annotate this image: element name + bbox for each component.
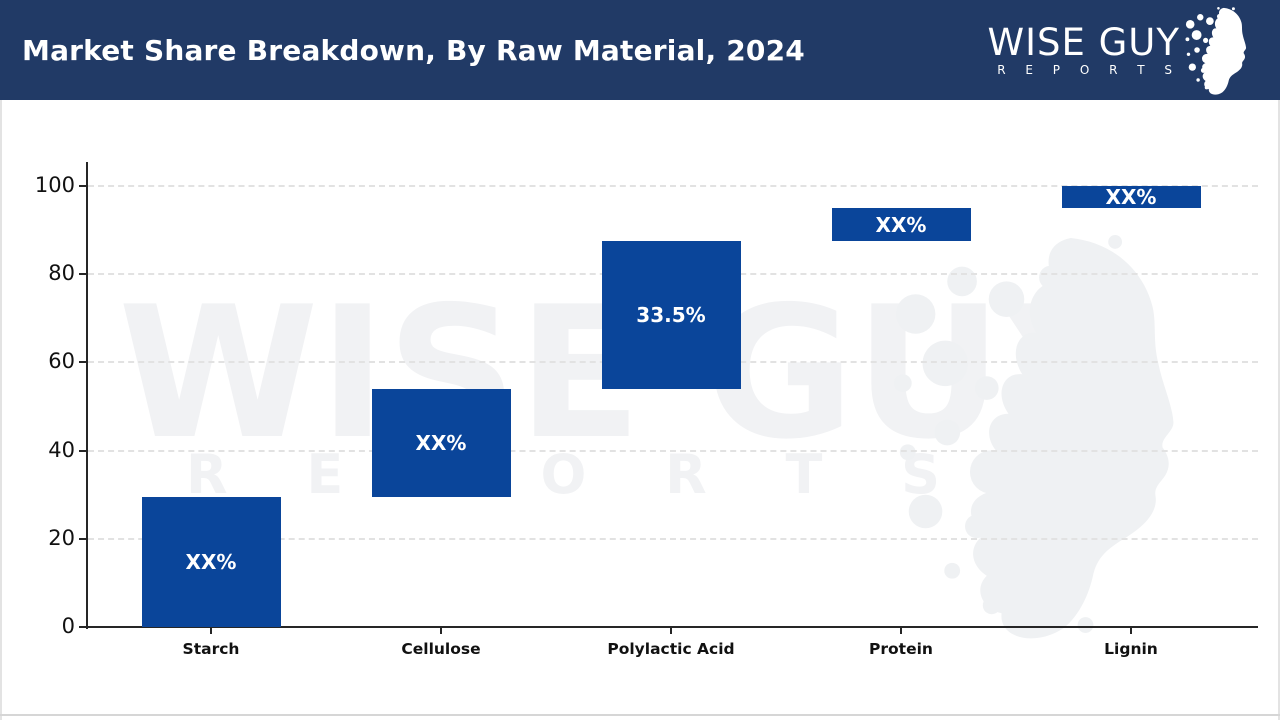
x-tick-mark (440, 628, 442, 634)
x-tick-label: Cellulose (401, 640, 481, 658)
gridline (88, 449, 1258, 452)
bar-value-label: XX% (415, 430, 467, 455)
y-tick-label: 100 (34, 173, 75, 197)
bar: XX% (1061, 185, 1201, 210)
x-tick-mark (210, 628, 212, 634)
bar: XX% (371, 388, 511, 497)
x-tick-label: Polylactic Acid (607, 640, 735, 658)
y-tick-mark (79, 537, 88, 540)
logo-head-profile-icon (1185, 6, 1247, 95)
y-tick-label: 40 (48, 437, 75, 462)
gridline (88, 537, 1258, 540)
x-tick-mark (900, 628, 902, 634)
y-tick-label: 0 (61, 614, 75, 638)
watermark-text-line2: R E P O R T S (186, 443, 971, 506)
y-axis-line (86, 162, 88, 629)
y-tick-label: 60 (48, 349, 75, 374)
y-tick-mark (79, 626, 88, 628)
bar: XX% (831, 208, 971, 242)
brand-logo: WISE GUY R E P O R T S (988, 4, 1270, 96)
bar-value-label: 33.5% (636, 302, 706, 327)
brand-logo-line1: WISE GUY (987, 21, 1180, 64)
y-tick-label: 20 (48, 525, 75, 550)
header-bar: Market Share Breakdown, By Raw Material,… (0, 0, 1280, 100)
bottom-divider (0, 714, 1280, 716)
x-axis-line (86, 626, 1258, 628)
brand-logo-line2: R E P O R T S (997, 63, 1180, 77)
x-tick-label: Protein (869, 640, 933, 658)
y-tick-mark (79, 449, 88, 452)
x-tick-label: Starch (182, 640, 240, 658)
watermark-head-profile-icon (893, 235, 1174, 639)
page-title: Market Share Breakdown, By Raw Material,… (22, 33, 805, 67)
bar-value-label: XX% (1105, 185, 1157, 210)
bar-value-label: XX% (875, 212, 927, 237)
y-tick-mark (79, 185, 88, 187)
gridline (88, 185, 1258, 187)
bar: 33.5% (601, 241, 741, 389)
x-tick-label: Lignin (1104, 640, 1158, 658)
brand-logo-text: WISE GUY R E P O R T S (988, 24, 1180, 76)
x-tick-mark (670, 628, 672, 634)
y-tick-mark (79, 273, 88, 276)
bar: XX% (141, 496, 281, 627)
bar-value-label: XX% (185, 549, 237, 574)
y-tick-mark (79, 361, 88, 364)
y-tick-label: 80 (48, 261, 75, 286)
x-tick-mark (1130, 628, 1132, 634)
